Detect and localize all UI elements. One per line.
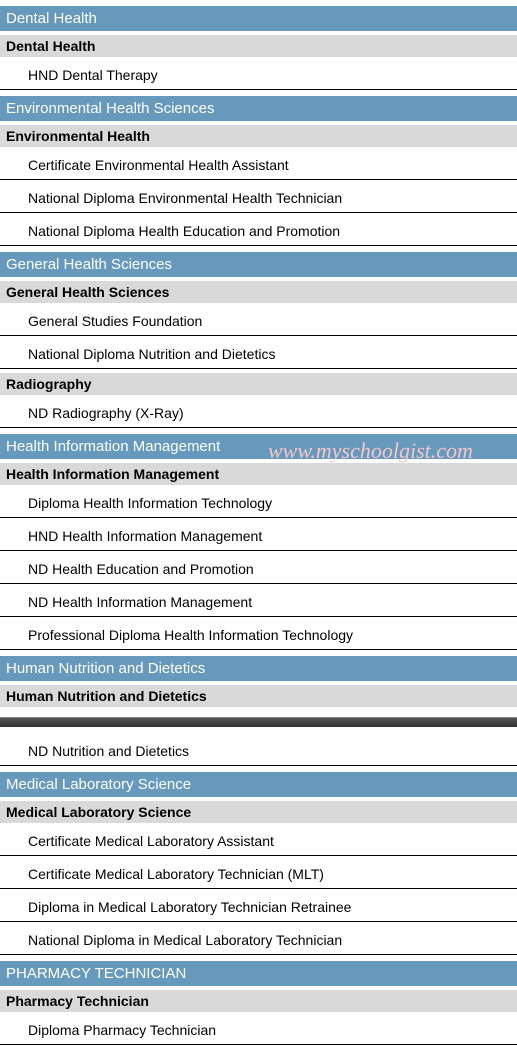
sub-header: Human Nutrition and Dietetics	[0, 685, 517, 707]
sub-header: Environmental Health	[0, 125, 517, 147]
program-item: Certificate Environmental Health Assista…	[0, 151, 517, 180]
program-item: National Diploma Nutrition and Dietetics	[0, 340, 517, 369]
program-item: Certificate Medical Laboratory Technicia…	[0, 860, 517, 889]
category-header: Dental Health	[0, 6, 517, 31]
sub-header: Health Information Management	[0, 463, 517, 485]
program-item: Diploma Pharmacy Technician	[0, 1016, 517, 1045]
program-item: ND Nutrition and Dietetics	[0, 737, 517, 766]
category-header: Medical Laboratory Science	[0, 772, 517, 797]
category-header: Health Information Management	[0, 434, 517, 459]
page-divider	[0, 717, 517, 727]
program-item: ND Health Information Management	[0, 588, 517, 617]
sub-header: General Health Sciences	[0, 281, 517, 303]
sub-header: Dental Health	[0, 35, 517, 57]
program-item: ND Radiography (X-Ray)	[0, 399, 517, 428]
program-item: National Diploma Health Education and Pr…	[0, 217, 517, 246]
program-item: General Studies Foundation	[0, 307, 517, 336]
category-header: Environmental Health Sciences	[0, 96, 517, 121]
program-item: National Diploma in Medical Laboratory T…	[0, 926, 517, 955]
category-header: Human Nutrition and Dietetics	[0, 656, 517, 681]
program-item: ND Health Education and Promotion	[0, 555, 517, 584]
program-item: Diploma Health Information Technology	[0, 489, 517, 518]
program-item: HND Health Information Management	[0, 522, 517, 551]
category-header: PHARMACY TECHNICIAN	[0, 961, 517, 986]
program-item: Certificate Medical Laboratory Assistant	[0, 827, 517, 856]
program-item: Diploma in Medical Laboratory Technician…	[0, 893, 517, 922]
sub-header: Radiography	[0, 373, 517, 395]
program-item: Professional Diploma Health Information …	[0, 621, 517, 650]
category-header: General Health Sciences	[0, 252, 517, 277]
program-item: HND Dental Therapy	[0, 61, 517, 90]
program-item: National Diploma Environmental Health Te…	[0, 184, 517, 213]
sub-header: Pharmacy Technician	[0, 990, 517, 1012]
sub-header: Medical Laboratory Science	[0, 801, 517, 823]
course-listing: www.myschoolgist.comDental HealthDental …	[0, 6, 517, 1045]
